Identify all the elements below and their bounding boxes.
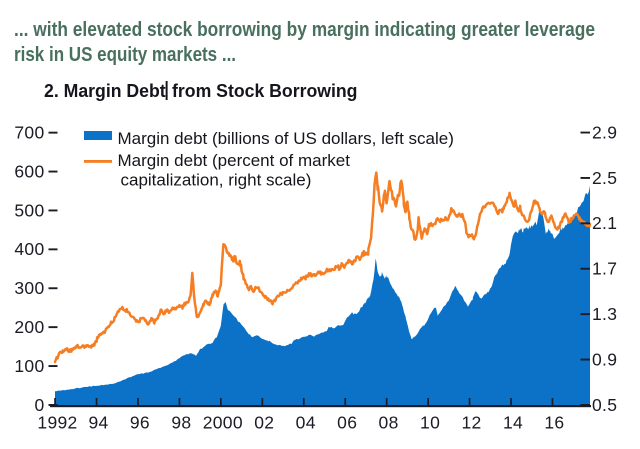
svg-text:94: 94 [88,413,108,433]
svg-text:96: 96 [130,413,150,433]
svg-text:400: 400 [14,239,44,259]
svg-text:2.1: 2.1 [592,213,617,233]
svg-text:300: 300 [14,278,44,298]
svg-text:08: 08 [379,413,399,433]
svg-text:100: 100 [14,356,44,376]
svg-text:Margin debt (billions of US do: Margin debt (billions of US dollars, lef… [118,129,454,148]
svg-text:700: 700 [14,123,44,143]
svg-text:0.5: 0.5 [592,395,617,415]
svg-text:12: 12 [461,413,481,433]
svg-text:1.3: 1.3 [592,304,617,324]
svg-text:500: 500 [14,200,44,220]
svg-text:98: 98 [171,413,191,433]
svg-text:2.9: 2.9 [592,122,617,142]
svg-text:capitalization, right scale): capitalization, right scale) [121,171,312,190]
svg-text:Margin debt (percent of market: Margin debt (percent of market [118,151,351,170]
svg-text:04: 04 [296,413,316,433]
svg-text:02: 02 [254,413,274,433]
svg-text:0.9: 0.9 [592,349,617,369]
svg-text:1992: 1992 [37,413,77,433]
svg-text:06: 06 [337,413,357,433]
svg-text:2000: 2000 [203,413,243,433]
svg-text:600: 600 [14,161,44,181]
svg-text:16: 16 [544,413,564,433]
svg-text:0: 0 [34,395,44,415]
svg-text:200: 200 [14,317,44,337]
svg-text:10: 10 [420,413,440,433]
svg-text:2.5: 2.5 [592,168,617,188]
svg-text:1.7: 1.7 [592,259,617,279]
svg-text:14: 14 [503,413,523,433]
